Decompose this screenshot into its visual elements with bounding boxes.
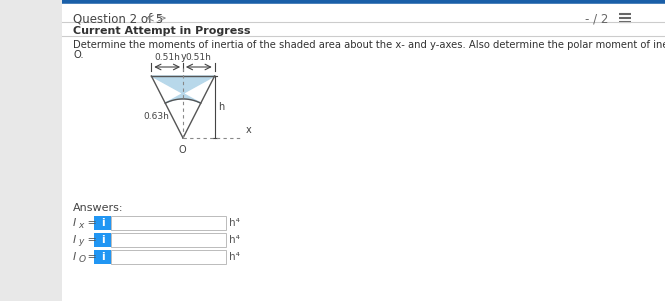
Text: 0.63h: 0.63h bbox=[144, 112, 170, 121]
Text: O.: O. bbox=[73, 50, 84, 60]
Text: Current Attempt in Progress: Current Attempt in Progress bbox=[73, 26, 251, 36]
Text: i: i bbox=[100, 252, 104, 262]
Text: =: = bbox=[84, 235, 97, 245]
Text: I: I bbox=[73, 252, 76, 262]
FancyBboxPatch shape bbox=[111, 216, 226, 230]
Text: >: > bbox=[157, 12, 167, 25]
Text: y: y bbox=[181, 52, 187, 62]
FancyBboxPatch shape bbox=[94, 250, 111, 264]
FancyBboxPatch shape bbox=[62, 0, 665, 301]
Text: 0.51h: 0.51h bbox=[186, 53, 211, 62]
Text: 0.51h: 0.51h bbox=[154, 53, 180, 62]
Text: I: I bbox=[73, 218, 76, 228]
Text: =: = bbox=[84, 252, 97, 262]
Text: O: O bbox=[78, 255, 86, 263]
Text: - / 2: - / 2 bbox=[585, 12, 608, 25]
Text: h: h bbox=[219, 102, 225, 112]
Text: h⁴: h⁴ bbox=[229, 218, 240, 228]
FancyBboxPatch shape bbox=[111, 233, 226, 247]
FancyBboxPatch shape bbox=[94, 216, 111, 230]
Text: h⁴: h⁴ bbox=[229, 235, 240, 245]
Text: =: = bbox=[84, 218, 97, 228]
Text: Determine the moments of inertia of the shaded area about the x- and y-axes. Als: Determine the moments of inertia of the … bbox=[73, 40, 665, 50]
Text: I: I bbox=[73, 235, 76, 245]
Text: Question 2 of 5: Question 2 of 5 bbox=[73, 12, 163, 25]
Text: i: i bbox=[100, 235, 104, 245]
FancyBboxPatch shape bbox=[111, 250, 226, 264]
Text: i: i bbox=[100, 218, 104, 228]
Polygon shape bbox=[152, 76, 215, 103]
Text: Answers:: Answers: bbox=[73, 203, 124, 213]
Text: x: x bbox=[78, 221, 84, 229]
Text: x: x bbox=[245, 125, 251, 135]
Text: <: < bbox=[145, 12, 155, 25]
Text: O: O bbox=[178, 145, 186, 155]
Text: h⁴: h⁴ bbox=[229, 252, 240, 262]
Text: y: y bbox=[78, 237, 84, 247]
FancyBboxPatch shape bbox=[94, 233, 111, 247]
